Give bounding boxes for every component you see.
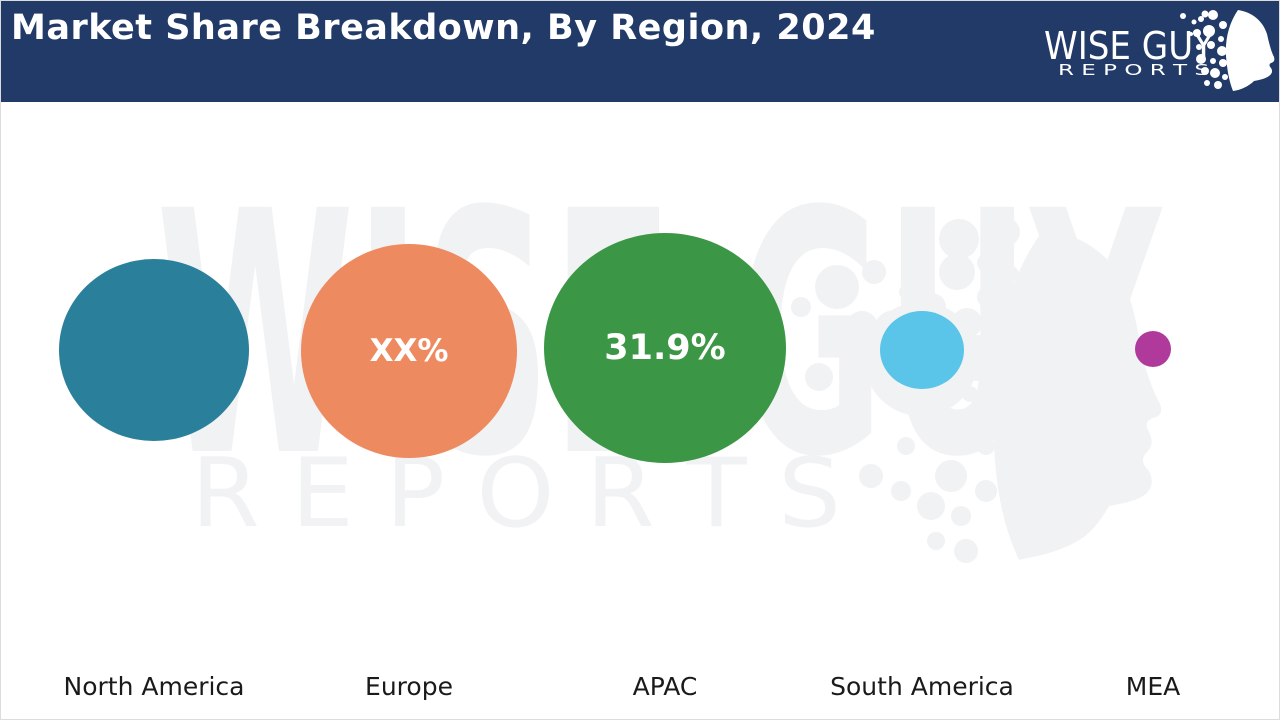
header: Market Share Breakdown, By Region, 2024: [1, 1, 1279, 102]
chart-title: Market Share Breakdown, By Region, 2024: [11, 8, 876, 48]
category-label-south-america: South America: [830, 672, 1014, 701]
category-label-apac: APAC: [632, 672, 698, 701]
bubble-mea: [1135, 331, 1171, 367]
category-label-europe: Europe: [365, 672, 453, 701]
category-label-north-america: North America: [63, 672, 245, 701]
bubble-value-label: 31.9%: [604, 328, 726, 368]
bubble-value-label: XX%: [369, 333, 449, 369]
category-label-mea: MEA: [1125, 672, 1181, 701]
bubble-north-america: [59, 259, 249, 441]
bubble-europe: XX%: [301, 244, 517, 458]
bubble-apac: 31.9%: [544, 233, 786, 463]
bubble-south-america: [880, 311, 964, 389]
